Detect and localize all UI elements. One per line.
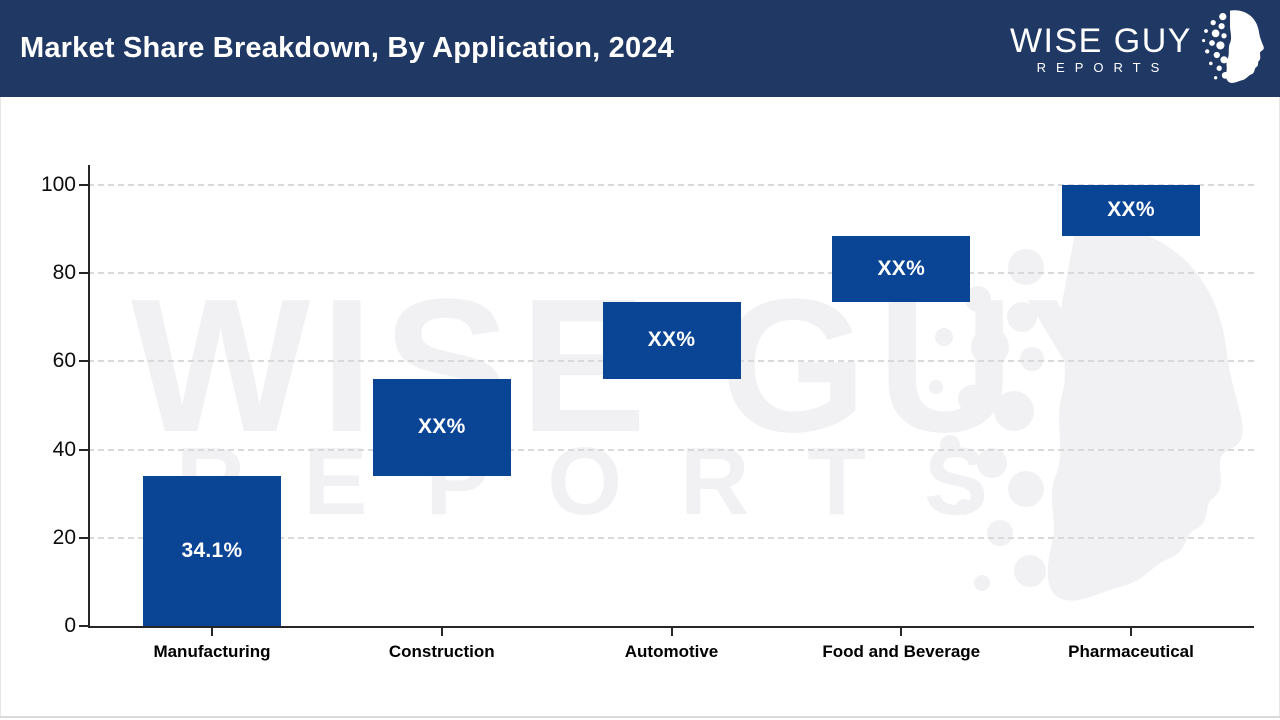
dotted-face-profile-icon	[1202, 10, 1264, 83]
category-label-construction: Construction	[388, 642, 495, 661]
gridline-100	[88, 184, 1254, 186]
y-tick-label-60: 60	[52, 349, 76, 373]
category-label-food-and-beverage: Food and Beverage	[822, 642, 981, 661]
y-tick-mark-100	[79, 184, 88, 186]
category-label-pharmaceutical: Pharmaceutical	[1068, 642, 1194, 661]
gridline-80	[88, 272, 1254, 275]
category-label-manufacturing: Manufacturing	[153, 642, 271, 661]
y-tick-label-20: 20	[52, 525, 76, 549]
logo-subtitle: REPORTS	[1036, 59, 1170, 75]
bar-value-label: XX%	[647, 328, 696, 352]
watermark-face-icon	[929, 225, 1243, 601]
wise-guy-logo: WISE GUY REPORTS	[1010, 6, 1266, 92]
y-tick-label-80: 80	[52, 261, 76, 285]
gridline-20	[88, 536, 1254, 539]
bar-value-label: 34.1%	[181, 538, 243, 562]
x-tick-mark-3	[900, 628, 903, 636]
y-tick-mark-0	[79, 625, 88, 627]
y-tick-mark-20	[79, 536, 88, 539]
x-tick-mark-0	[211, 628, 213, 636]
bar-pharmaceutical: XX%	[1062, 185, 1200, 236]
bar-automotive: XX%	[602, 301, 741, 380]
bottom-divider	[0, 716, 1280, 718]
bar-construction: XX%	[372, 379, 511, 476]
x-tick-mark-1	[440, 628, 443, 636]
chart-area: WISE GUY REPORTS 0 20 40 60 80 100 34.1% Manufa…	[0, 97, 1280, 717]
bar-value-label: XX%	[1107, 198, 1155, 222]
bar-manufacturing: 34.1%	[143, 475, 281, 626]
logo-text: WISE GUY REPORTS	[1010, 24, 1192, 75]
y-tick-mark-60	[79, 360, 88, 363]
y-tick-label-0: 0	[64, 614, 76, 637]
x-tick-mark-4	[1130, 628, 1132, 636]
y-tick-label-100: 100	[40, 173, 76, 196]
category-label-automotive: Automotive	[624, 642, 719, 661]
gridline-40	[88, 448, 1254, 451]
y-tick-mark-80	[79, 272, 88, 275]
header-bar: Market Share Breakdown, By Application, …	[0, 0, 1280, 97]
bar-food-and-beverage: XX%	[832, 235, 971, 302]
x-tick-mark-2	[670, 628, 673, 636]
y-axis	[88, 165, 90, 628]
y-tick-label-40: 40	[52, 437, 76, 461]
x-axis	[88, 626, 1254, 628]
logo-wordmark: WISE GUY	[1009, 21, 1192, 60]
bar-value-label: XX%	[877, 256, 926, 280]
page-title: Market Share Breakdown, By Application, …	[20, 32, 674, 64]
bar-value-label: XX%	[417, 415, 466, 439]
y-tick-mark-40	[79, 448, 88, 451]
watermark-subtitle: REPORTS	[176, 428, 1047, 535]
